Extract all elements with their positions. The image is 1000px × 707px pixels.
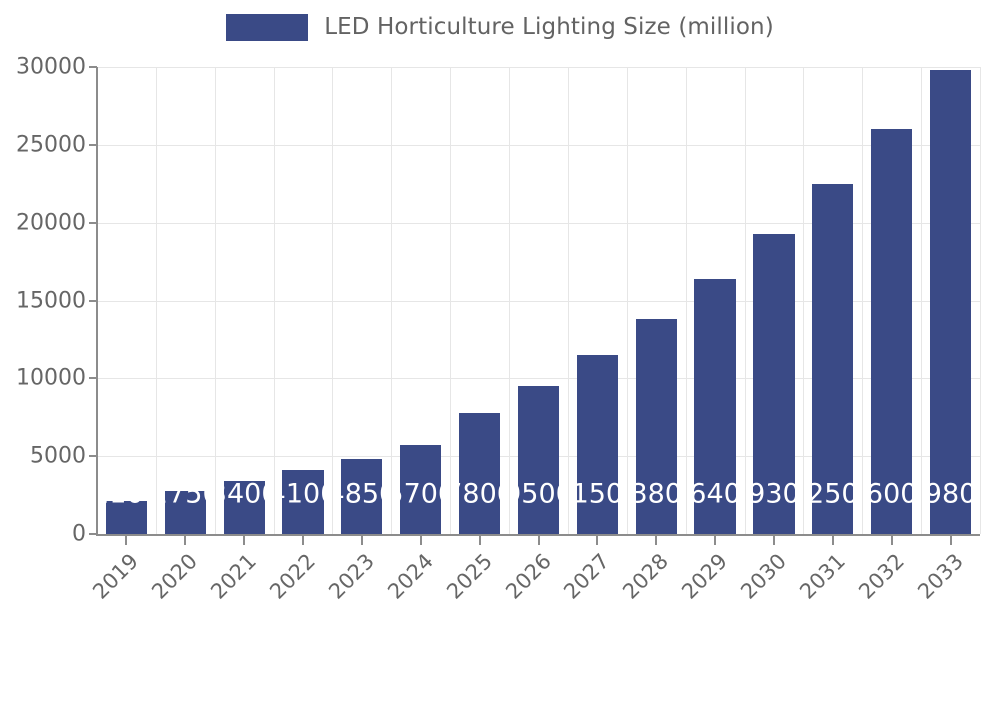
gridline-vertical	[568, 67, 569, 534]
legend-label: LED Horticulture Lighting Size (million)	[324, 14, 774, 40]
gridline-vertical	[627, 67, 628, 534]
x-tick-mark	[831, 536, 834, 545]
gridline-vertical	[921, 67, 922, 534]
bar-rect	[871, 129, 913, 534]
gridline-vertical	[391, 67, 392, 534]
bar-2030[interactable]: 19300	[753, 233, 795, 534]
y-axis-spine	[96, 67, 98, 535]
gridline-horizontal	[97, 300, 980, 302]
gridline-vertical	[862, 67, 863, 534]
bar-rect	[929, 70, 972, 534]
gridline-vertical	[745, 67, 746, 534]
gridline-vertical	[450, 67, 451, 534]
x-tick-mark	[243, 536, 246, 545]
y-tick-label: 15000	[16, 288, 86, 313]
bar-rect	[694, 278, 736, 534]
bar-rect	[105, 501, 148, 534]
bar-rect	[400, 445, 442, 534]
x-tick-mark	[184, 536, 187, 545]
gridline-horizontal	[97, 144, 980, 146]
x-tick-mark	[537, 536, 540, 545]
bar-2024[interactable]: 5700	[400, 445, 442, 534]
x-tick-mark	[655, 536, 658, 545]
bar-2033[interactable]: 29800	[929, 70, 972, 534]
gridline-vertical	[156, 67, 157, 534]
bar-rect	[635, 319, 677, 534]
gridline-vertical	[803, 67, 804, 534]
x-tick-mark	[125, 536, 128, 545]
y-tick-mark	[89, 299, 97, 302]
y-tick-mark	[89, 377, 97, 380]
x-tick-mark	[419, 536, 422, 545]
y-tick-mark	[89, 455, 97, 458]
x-tick-mark	[360, 536, 363, 545]
bar-rect	[517, 386, 560, 534]
bar-2026[interactable]: 9500	[517, 386, 560, 534]
gridline-horizontal	[97, 378, 980, 380]
bar-rect	[576, 354, 618, 534]
bar-2028[interactable]: 13800	[635, 319, 677, 534]
y-tick-mark	[89, 221, 97, 224]
chart-legend: LED Horticulture Lighting Size (million)	[0, 10, 1000, 44]
bar-rect	[223, 481, 265, 534]
y-tick-label: 20000	[16, 210, 86, 236]
bar-2020[interactable]: 2750	[164, 491, 206, 534]
bar-2032[interactable]: 26000	[871, 129, 913, 534]
bar-rect	[753, 233, 795, 534]
bar-2023[interactable]: 4850	[341, 458, 383, 534]
bar-chart: LED Horticulture Lighting Size (million)…	[0, 10, 1000, 604]
bar-2027[interactable]: 11500	[576, 354, 618, 534]
y-tick-label: 25000	[16, 132, 86, 158]
x-tick-mark	[714, 536, 717, 545]
x-tick-mark	[772, 536, 775, 545]
x-tick-mark	[596, 536, 599, 545]
x-tick-mark	[478, 536, 481, 545]
y-tick-label: 5000	[30, 443, 86, 469]
legend-swatch-icon	[226, 13, 309, 41]
bar-rect	[459, 412, 501, 534]
y-tick-mark	[89, 143, 97, 146]
plot-area: 2100 2750 3400 4100 4850 5700 7800 9500 11500 138…	[97, 67, 981, 535]
gridline-vertical	[215, 67, 216, 534]
gridline-vertical	[686, 67, 687, 534]
bar-2022[interactable]: 4100	[282, 470, 324, 534]
y-tick-mark	[89, 66, 97, 68]
x-tick-mark	[302, 536, 305, 545]
bar-2029[interactable]: 16400	[694, 278, 736, 534]
gridline-horizontal	[97, 67, 980, 68]
gridline-vertical	[332, 67, 333, 534]
x-tick-mark	[890, 536, 893, 545]
bar-2031[interactable]: 22500	[812, 183, 854, 534]
bar-2025[interactable]: 7800	[459, 412, 501, 534]
gridline-horizontal	[97, 222, 980, 224]
y-tick-label: 30000	[16, 54, 86, 80]
bar-rect	[164, 491, 206, 534]
x-axis-spine	[96, 534, 980, 536]
gridline-vertical	[274, 67, 275, 534]
y-tick-label: 10000	[16, 365, 86, 391]
bar-2019[interactable]: 2100	[105, 501, 148, 534]
bar-rect	[812, 183, 854, 534]
bar-2021[interactable]: 3400	[223, 481, 265, 534]
bar-rect	[341, 458, 383, 534]
bar-rect	[282, 470, 324, 534]
y-tick-label: 0	[72, 521, 86, 547]
y-tick-mark	[89, 533, 97, 535]
gridline-vertical	[980, 67, 981, 534]
x-tick-mark	[949, 536, 952, 545]
gridline-vertical	[509, 67, 510, 534]
